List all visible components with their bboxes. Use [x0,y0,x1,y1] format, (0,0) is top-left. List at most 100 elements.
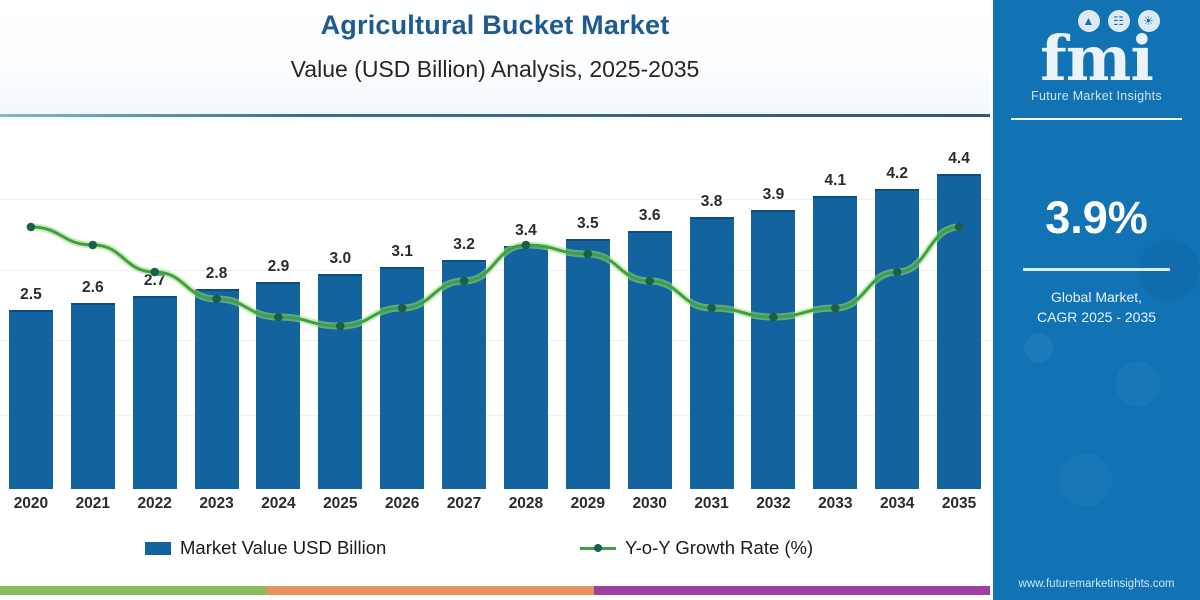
line-marker-2026[interactable] [397,303,407,313]
plot-area: 2.5 2.6 2.7 2.8 2.9 3.0 3.1 3.2 3.4 3.5 3.6 3.8 3.9 4… [0,117,990,489]
logo-chip-icons: ▲ ☷ ☀ [993,10,1200,34]
cagr-caption-line2: CAGR 2025 - 2035 [1036,309,1157,326]
x-axis-tick-2022: 2022 [137,495,172,512]
bar-2023[interactable] [194,288,239,489]
x-axis-tick-2033: 2033 [818,495,853,512]
bar-2021[interactable] [70,303,115,489]
bottom-color-strip [0,586,990,595]
bar-2025[interactable] [318,274,363,489]
x-axis-tick-2023: 2023 [199,495,234,512]
bar-2033[interactable] [813,195,858,489]
growth-rate-line-series [26,222,964,331]
bar-swatch-icon [145,541,171,555]
legend-label-market-value: Market Value USD Billion [180,537,387,558]
bar-value-label-2026: 3.1 [391,243,413,261]
x-axis-tick-2029: 2029 [570,495,606,512]
x-axis-tick-2025: 2025 [323,495,358,512]
line-swatch-icon [580,542,616,554]
gridline [0,198,990,200]
fmi-logo-text: fmi [1040,22,1154,95]
bar-value-label-2035: 4.4 [948,150,970,168]
bar-value-label-2031: 3.8 [700,193,723,211]
bar-value-label-2022: 2.7 [143,271,166,289]
line-marker-2027[interactable] [459,276,469,286]
bar-2030[interactable] [627,231,672,489]
x-axis-tick-2034: 2034 [879,495,915,512]
x-axis-tick-2024: 2024 [261,495,296,512]
x-axis-tick-2030: 2030 [632,495,667,512]
line-marker-2034[interactable] [892,267,902,277]
x-axis-tick-2035: 2035 [941,495,977,512]
x-axis-tick-2031: 2031 [694,495,729,512]
legend-item-growth-rate[interactable]: Y-o-Y Growth Rate (%) [580,537,813,559]
chart-header: Agricultural Bucket Market Value (USD Bi… [0,0,990,117]
bar-2029[interactable] [565,238,610,489]
gridline [0,269,990,271]
line-marker-2024[interactable] [274,312,283,322]
chart-panel: Agricultural Bucket Market Value (USD Bi… [0,0,990,595]
chart-legend: Market Value USD Billion Y-o-Y Growth Ra… [0,537,990,575]
line-marker-2033[interactable] [831,303,840,313]
line-marker-2035[interactable] [954,222,964,232]
x-axis: 2020 2021 2022 2023 2024 2025 2026 2027 2028 2029… [0,489,990,531]
cagr-caption-line1: Global Market, [1050,289,1143,305]
bar-value-label-2023: 2.8 [205,264,228,282]
bar-value-label-2029: 3.5 [577,214,599,232]
bar-2020[interactable] [8,310,53,489]
line-glow [27,223,963,330]
bar-2032[interactable] [751,210,796,489]
bar-value-label-2030: 3.6 [638,207,661,225]
x-axis-tick-2027: 2027 [446,495,482,512]
line-marker-2023[interactable] [212,294,221,304]
x-axis-tick-2028: 2028 [508,495,544,512]
page-title: Agricultural Bucket Market [320,10,670,40]
fmi-logo-tagline: Future Market Insights [1031,89,1162,104]
x-axis-tick-2026: 2026 [384,495,420,512]
brand-divider-mid [1023,268,1170,271]
legend-item-market-value[interactable]: Market Value USD Billion [145,537,386,559]
bar-value-label-2020: 2.5 [20,286,42,304]
bar-value-label-2027: 3.2 [453,236,475,254]
page-subtitle: Value (USD Billion) Analysis, 2025-2035 [290,56,700,82]
green-segment [0,586,268,595]
bar-value-label-2034: 4.2 [886,164,908,182]
bar-value-label-2021: 2.6 [82,279,104,296]
brand-website-url: www.futuremarketinsights.com [1018,578,1175,590]
line-marker-2022[interactable] [150,267,159,277]
bar-value-label-2032: 3.9 [762,186,785,203]
line-marker-2030[interactable] [645,276,654,286]
document-chip-icon: ☷ [1107,10,1130,32]
bar-value-label-2024: 2.9 [267,257,290,275]
growth-rate-line [29,225,961,328]
panel-texture [993,0,1200,600]
line-marker-2032[interactable] [769,312,778,322]
line-marker-2031[interactable] [707,303,716,313]
bar-2028[interactable] [503,245,548,489]
bar-2034[interactable] [875,188,920,489]
x-axis-tick-2021: 2021 [75,495,111,512]
x-axis-tick-2020: 2020 [13,495,49,512]
bar-value-label-2028: 3.4 [515,221,537,239]
bar-2031[interactable] [689,217,734,489]
gridline [0,340,990,342]
chart-chip-icon: ▲ [1077,10,1100,32]
line-marker-2021[interactable] [88,240,98,250]
brand-divider-top [1011,118,1182,120]
line-marker-2028[interactable] [521,240,531,250]
purple-segment [593,586,990,595]
line-marker-2029[interactable] [583,249,593,259]
bar-2022[interactable] [132,295,177,489]
fmi-logo[interactable]: ▲ ☷ ☀ fmi Future Market Insights [993,10,1200,103]
legend-label-growth-rate: Y-o-Y Growth Rate (%) [625,537,814,558]
gridline [0,414,990,416]
bar-2027[interactable] [442,260,487,489]
globe-chip-icon: ☀ [1137,10,1160,32]
brand-panel: ▲ ☷ ☀ fmi Future Market Insights 3.9% Gl… [993,0,1200,600]
x-axis-tick-2032: 2032 [756,495,791,512]
line-marker-2020[interactable] [26,222,36,232]
line-marker-2025[interactable] [336,321,345,331]
cagr-caption: Global Market, CAGR 2025 - 2035 [993,287,1200,328]
bar-value-label-2033: 4.1 [824,171,847,189]
bar-value-label-2025: 3.0 [329,250,352,268]
